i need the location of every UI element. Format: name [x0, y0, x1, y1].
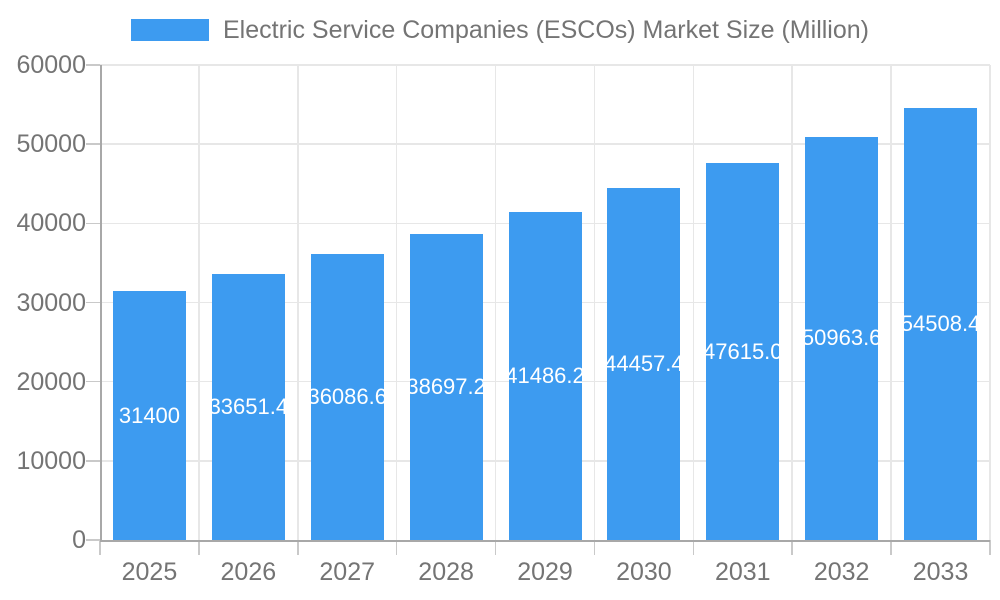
y-axis-label: 10000 [16, 446, 86, 475]
x-axis-label-2032: 2032 [813, 558, 870, 586]
bar-value-label: 44457.4 [607, 351, 681, 376]
x-axis-label-2025: 2025 [121, 558, 178, 586]
bar-value-label: 33651.4 [211, 393, 285, 419]
x-axis-tick [989, 540, 991, 555]
x-axis-label-2030: 2030 [616, 558, 672, 586]
y-axis-label: 0 [72, 526, 86, 554]
x-axis-tick [494, 540, 497, 555]
bar-2026[interactable]: 33651.4 [211, 273, 285, 540]
x-axis-tick [297, 540, 299, 555]
y-axis-tick [86, 143, 100, 145]
bar-2028[interactable]: 38697.2 [409, 233, 483, 540]
y-axis-tick [86, 380, 100, 383]
x-axis-label-2029: 2029 [517, 558, 573, 586]
bar-2029[interactable]: 41486.2 [508, 211, 582, 540]
x-axis-tick [99, 540, 101, 555]
gridline-vertical [494, 65, 497, 540]
gridline-vertical [890, 65, 892, 540]
bar-2031[interactable]: 47615.0 [706, 163, 780, 540]
x-axis-label-2028: 2028 [418, 558, 474, 586]
y-axis-label: 40000 [16, 209, 86, 238]
x-axis-tick [791, 540, 793, 555]
y-axis-line [100, 65, 102, 542]
gridline-vertical [989, 65, 991, 540]
bar-2030[interactable]: 44457.4 [607, 188, 681, 540]
bar-2025[interactable]: 31400 [112, 291, 186, 540]
x-axis-label-2031: 2031 [714, 558, 771, 586]
chart-legend[interactable]: Electric Service Companies (ESCOs) Marke… [0, 14, 1000, 46]
gridline-vertical [791, 65, 793, 540]
bar-value-label: 47615.0 [706, 338, 780, 364]
y-axis-label: 60000 [16, 51, 86, 79]
gridline-horizontal [100, 64, 990, 66]
x-axis-tick [593, 540, 596, 555]
bar-2032[interactable]: 50963.6 [805, 136, 879, 540]
x-axis-tick [198, 540, 200, 555]
gridline-vertical [198, 65, 200, 540]
bar-2033[interactable]: 54508.4 [904, 108, 978, 540]
bar-value-label: 41486.2 [508, 362, 582, 388]
bar-value-label: 36086.6 [310, 384, 384, 410]
gridline-vertical [297, 65, 299, 540]
bar-value-label: 54508.4 [904, 311, 978, 337]
gridline-vertical [593, 65, 596, 540]
gridline-horizontal [100, 143, 990, 145]
bar-value-label: 38697.2 [409, 373, 483, 399]
y-axis-label: 20000 [16, 367, 86, 396]
x-axis-label-2027: 2027 [319, 558, 376, 586]
y-axis-tick [86, 222, 100, 225]
y-axis-tick [86, 64, 100, 66]
gridline-vertical [692, 65, 695, 540]
x-axis-tick [692, 540, 695, 555]
y-axis-tick [86, 301, 100, 304]
x-axis-tick [395, 540, 398, 555]
x-axis-line [100, 540, 990, 542]
y-axis-label: 50000 [16, 130, 86, 159]
bar-2027[interactable]: 36086.6 [310, 254, 384, 540]
y-axis-tick [86, 539, 100, 541]
bar-value-label: 50963.6 [805, 325, 879, 351]
bar-value-label: 31400 [118, 402, 181, 428]
y-axis-label: 30000 [16, 288, 86, 317]
gridline-vertical [395, 65, 398, 540]
x-axis-label-2026: 2026 [220, 558, 277, 586]
x-axis-label-2033: 2033 [912, 558, 969, 586]
legend-swatch-icon [131, 19, 209, 41]
y-axis-tick [86, 460, 100, 462]
legend-label: Electric Service Companies (ESCOs) Marke… [223, 15, 869, 44]
x-axis-tick [890, 540, 892, 555]
